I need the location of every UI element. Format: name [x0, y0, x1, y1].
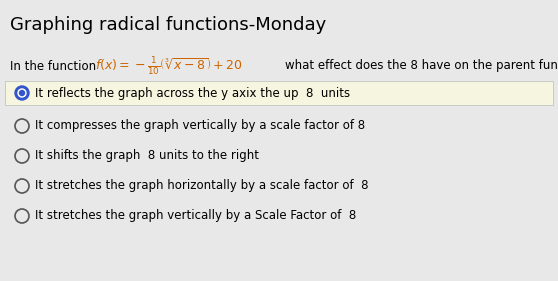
- Circle shape: [18, 89, 26, 97]
- Text: Graphing radical functions-Monday: Graphing radical functions-Monday: [10, 16, 326, 34]
- Circle shape: [20, 90, 25, 96]
- Text: what effect does the 8 have on the parent function: what effect does the 8 have on the paren…: [285, 60, 558, 72]
- Text: It compresses the graph vertically by a scale factor of 8: It compresses the graph vertically by a …: [35, 119, 365, 133]
- Text: $f(x)=-\frac{1}{10}\left(\sqrt[3]{x-8}\right)+20$: $f(x)=-\frac{1}{10}\left(\sqrt[3]{x-8}\r…: [95, 55, 243, 77]
- Text: It stretches the graph vertically by a Scale Factor of  8: It stretches the graph vertically by a S…: [35, 210, 356, 223]
- Text: In the function: In the function: [10, 60, 96, 72]
- FancyBboxPatch shape: [5, 81, 553, 105]
- Text: It shifts the graph  8 units to the right: It shifts the graph 8 units to the right: [35, 149, 259, 162]
- Text: It stretches the graph horizontally by a scale factor of  8: It stretches the graph horizontally by a…: [35, 180, 368, 192]
- Text: It reflects the graph across the y axix the up  8  units: It reflects the graph across the y axix …: [35, 87, 350, 99]
- Circle shape: [15, 86, 29, 100]
